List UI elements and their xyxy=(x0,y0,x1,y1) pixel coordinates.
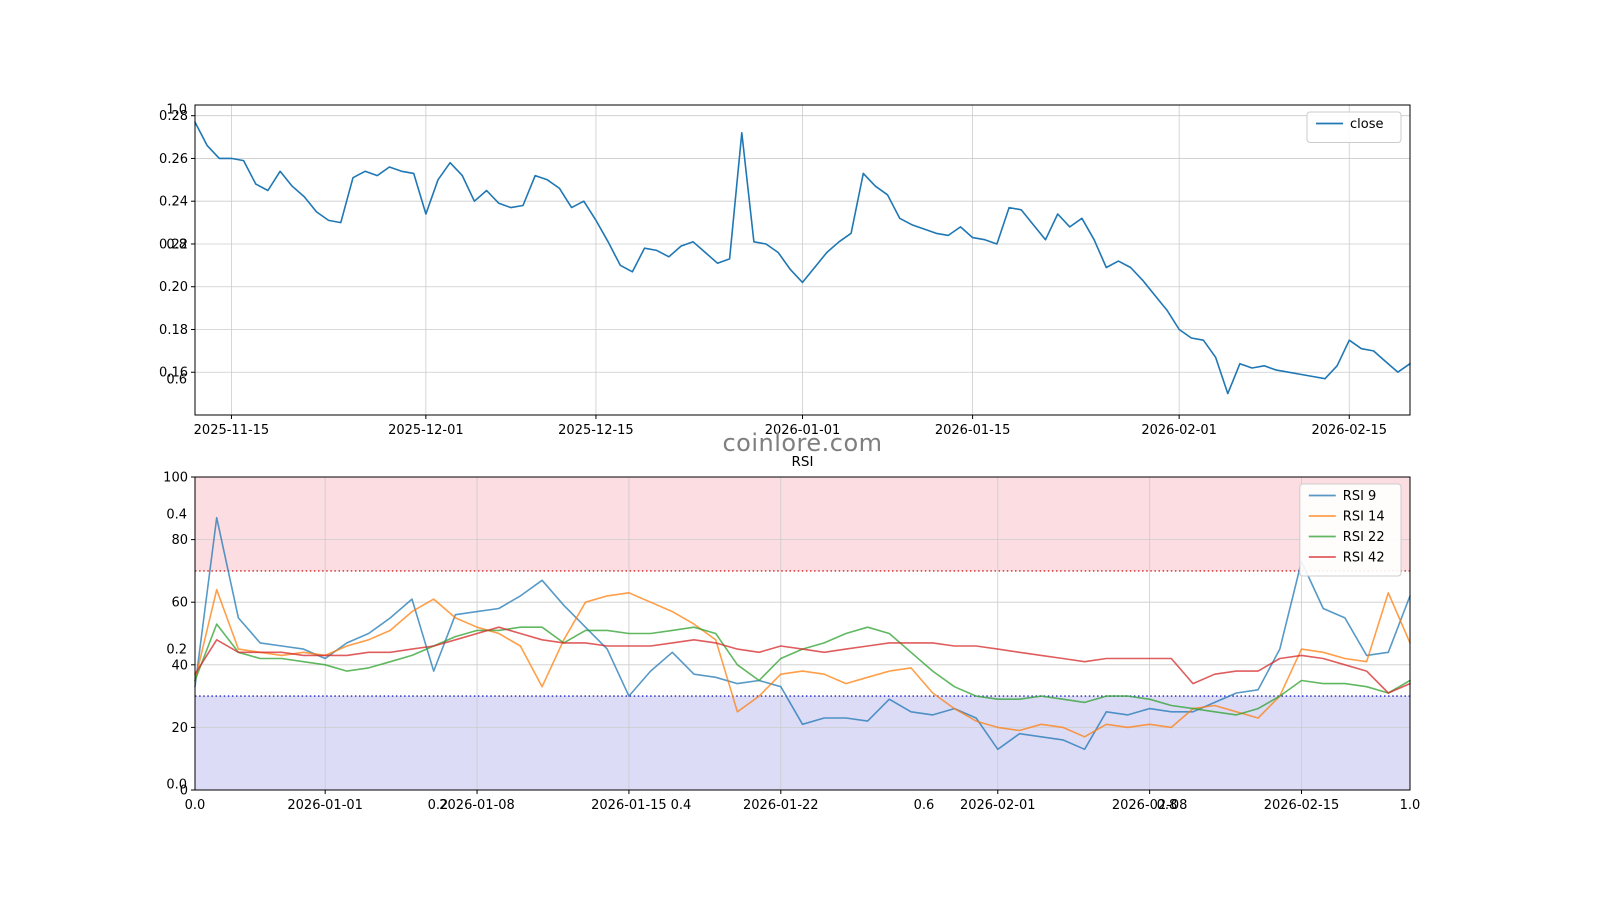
legend-label: RSI 9 xyxy=(1343,489,1377,504)
price-plot: 0.16 0.18 0.20 0.22 0.24 0.26 0.28 2025-11-15 20… xyxy=(159,104,1411,438)
y-tick-label: 0.28 xyxy=(159,109,188,124)
y-tick-label: 0.22 xyxy=(159,237,188,252)
y-tick-label: 0 xyxy=(180,784,188,799)
y-tick-label: 0.18 xyxy=(159,323,188,338)
overlay-x-tick-label: 0.8 xyxy=(1157,798,1178,813)
y-tick-label: 0.24 xyxy=(159,195,188,210)
y-tick-label: 80 xyxy=(171,533,188,548)
x-tick-label: 2026-02-01 xyxy=(1141,423,1217,438)
overlay-x-tick-label: 0.6 xyxy=(914,798,935,813)
x-tick-label: 2026-02-15 xyxy=(1264,798,1340,813)
x-tick-label: 2026-02-01 xyxy=(960,798,1036,813)
y-tick-label: 40 xyxy=(171,658,188,673)
y-tick-label: 0.20 xyxy=(159,280,188,295)
overlay-y-tick-label: 0.6 xyxy=(166,373,187,388)
overlay-x-tick-label: 0.2 xyxy=(428,798,449,813)
rsi-plot: 0 20 40 60 80 100 2026-01-01 2026-01-08 2026-01-… xyxy=(163,471,1411,813)
legend-label: RSI 14 xyxy=(1343,510,1385,525)
overlay-y-tick-label: 0.0 xyxy=(166,778,187,793)
overlay-x-tick-label: 1.0 xyxy=(1400,798,1421,813)
legend-label: RSI 22 xyxy=(1343,530,1385,545)
oversold-zone xyxy=(195,696,1410,790)
x-tick-label: 2026-01-01 xyxy=(287,798,363,813)
y-tick-label: 60 xyxy=(171,596,188,611)
x-tick-label: 2026-02-08 xyxy=(1112,798,1188,813)
overlay-y-tick-label: 0.2 xyxy=(166,643,187,658)
legend-box xyxy=(1299,483,1402,577)
series-line-rsi-42 xyxy=(194,626,1411,694)
legend-label: RSI 42 xyxy=(1343,551,1385,566)
x-tick-label: 2026-01-01 xyxy=(765,423,841,438)
y-tick-label: 100 xyxy=(163,471,188,486)
overlay-y-tick-label: 0.4 xyxy=(166,508,187,523)
legend-label: close xyxy=(1350,117,1383,132)
overlay-y-tick-label: 1.0 xyxy=(166,103,187,118)
plot-border xyxy=(194,476,1411,791)
legend-box xyxy=(1306,111,1402,143)
series-line-rsi-14 xyxy=(194,588,1411,738)
x-tick-label: 2025-11-15 xyxy=(194,423,270,438)
overlay-x-tick-label: 0.0 xyxy=(185,798,206,813)
legend: close xyxy=(1306,111,1402,143)
overlay-y-tick-label: 0.8 xyxy=(166,238,187,253)
x-tick-label: 2025-12-15 xyxy=(558,423,634,438)
x-tick-label: 2026-01-15 xyxy=(591,798,667,813)
x-tick-label: 2026-02-15 xyxy=(1311,423,1387,438)
series-line-rsi-9 xyxy=(194,516,1411,751)
series-line-close xyxy=(194,121,1411,395)
overbought-zone xyxy=(195,477,1410,571)
y-tick-label: 0.16 xyxy=(159,366,188,381)
y-tick-label: 0.26 xyxy=(159,152,188,167)
y-tick-label: 20 xyxy=(171,721,188,736)
x-tick-label: 2026-01-08 xyxy=(439,798,515,813)
x-tick-label: 2026-01-22 xyxy=(743,798,819,813)
overlay-x-tick-label: 0.4 xyxy=(671,798,692,813)
x-tick-label: 2026-01-15 xyxy=(935,423,1011,438)
x-tick-label: 2025-12-01 xyxy=(388,423,464,438)
legend: RSI 9 RSI 14 RSI 22 RSI 42 xyxy=(1299,483,1402,577)
